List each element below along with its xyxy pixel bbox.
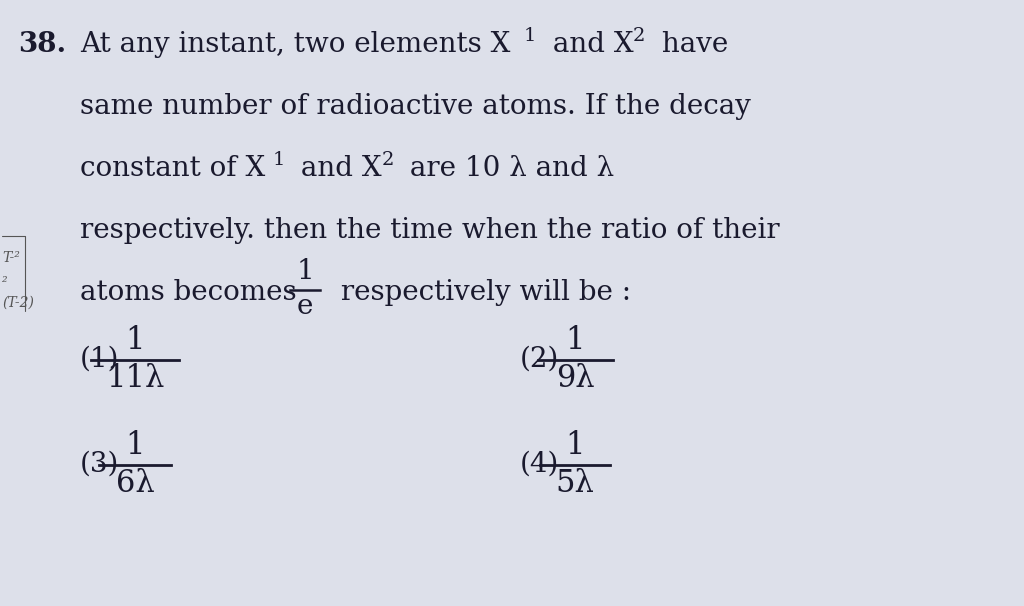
Text: have: have (653, 31, 728, 58)
Text: At any instant, two elements X: At any instant, two elements X (80, 31, 510, 58)
Text: respectively. then the time when the ratio of their: respectively. then the time when the rat… (80, 217, 779, 244)
Text: 1: 1 (296, 258, 314, 285)
Text: (1): (1) (80, 346, 120, 373)
Text: 2: 2 (381, 151, 393, 169)
Text: 1: 1 (125, 430, 144, 461)
Text: and X: and X (544, 31, 634, 58)
Text: 9λ: 9λ (556, 363, 594, 394)
Text: 1: 1 (125, 325, 144, 356)
Text: (4): (4) (520, 451, 559, 478)
Text: e: e (297, 293, 313, 320)
Text: respectively will be :: respectively will be : (332, 279, 632, 306)
Text: and X: and X (293, 155, 382, 182)
Text: atoms becomes: atoms becomes (80, 279, 297, 306)
Text: T-²: T-² (2, 251, 19, 265)
Text: (2): (2) (520, 346, 559, 373)
Text: 1: 1 (524, 27, 537, 45)
Text: same number of radioactive atoms. If the decay: same number of radioactive atoms. If the… (80, 93, 751, 120)
Text: 1: 1 (565, 325, 585, 356)
Text: constant of X: constant of X (80, 155, 265, 182)
Text: (3): (3) (80, 451, 120, 478)
Text: 2: 2 (633, 27, 645, 45)
Text: ²: ² (2, 276, 7, 290)
Text: 5λ: 5λ (556, 468, 595, 499)
Text: 1: 1 (565, 430, 585, 461)
Text: (T-2): (T-2) (2, 296, 34, 310)
Text: are 10 λ and λ: are 10 λ and λ (401, 155, 614, 182)
Text: 38.: 38. (18, 31, 67, 58)
Text: 6λ: 6λ (116, 468, 155, 499)
Text: 1: 1 (272, 151, 285, 169)
Text: 11λ: 11λ (105, 363, 164, 394)
